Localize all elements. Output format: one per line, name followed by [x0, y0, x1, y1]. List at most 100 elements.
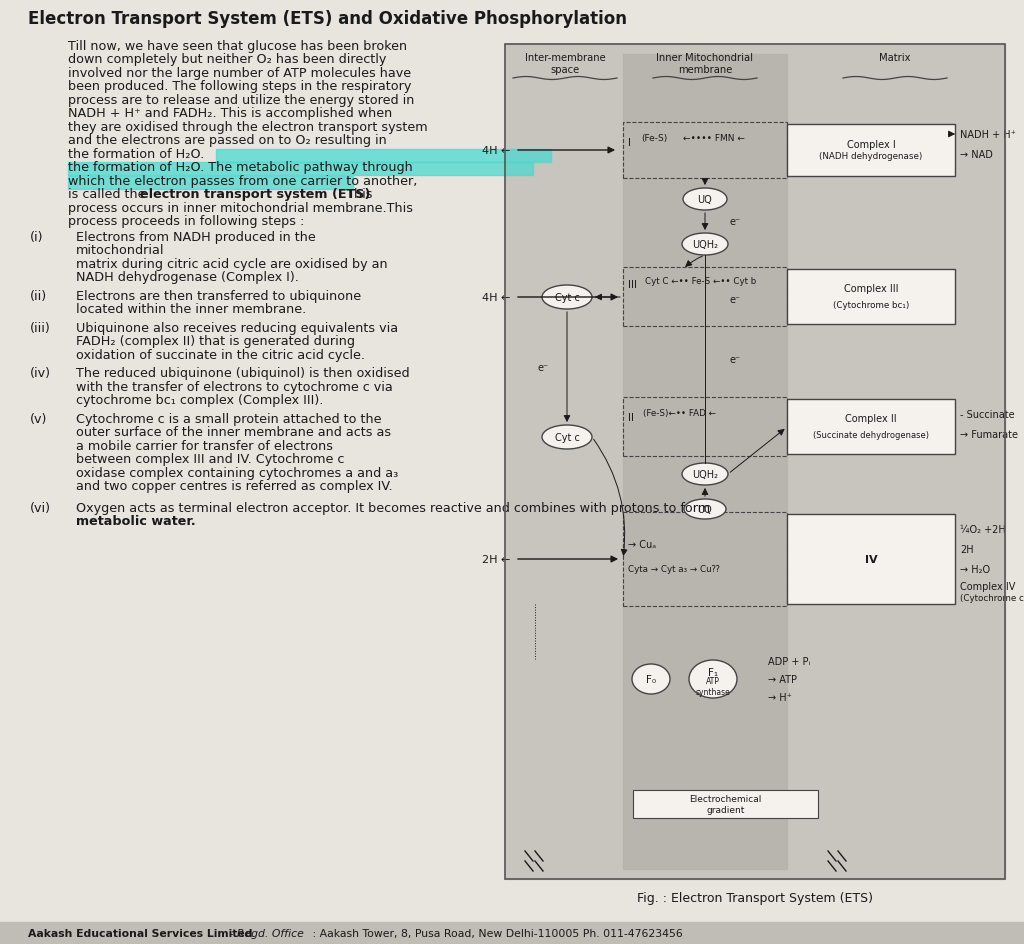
Text: → H⁺: → H⁺ — [768, 692, 792, 702]
Text: outer surface of the inner membrane and acts as: outer surface of the inner membrane and … — [76, 426, 391, 439]
Text: (Succinate dehydrogenase): (Succinate dehydrogenase) — [813, 430, 929, 440]
Text: Ubiquinone also receives reducing equivalents via: Ubiquinone also receives reducing equiva… — [76, 322, 398, 334]
Text: mitochondrial: mitochondrial — [76, 244, 165, 257]
Bar — [623, 268, 787, 327]
Text: (Fe-S): (Fe-S) — [641, 134, 668, 143]
Text: The reduced ubiquinone (ubiquinol) is then oxidised: The reduced ubiquinone (ubiquinol) is th… — [76, 367, 410, 380]
Text: Cyt C ←•• Fe-S ←•• Cyt b: Cyt C ←•• Fe-S ←•• Cyt b — [645, 278, 757, 286]
Text: (i): (i) — [30, 230, 43, 244]
Bar — [623, 55, 787, 869]
Bar — [216, 149, 551, 162]
Ellipse shape — [632, 665, 670, 694]
Ellipse shape — [682, 464, 728, 485]
Text: and the electrons are passed on to O₂ resulting in: and the electrons are passed on to O₂ re… — [68, 134, 387, 147]
Text: which the electron passes from one carrier to another,: which the electron passes from one carri… — [68, 175, 418, 188]
Text: electron transport system (ETS): electron transport system (ETS) — [140, 188, 371, 201]
Text: UQ: UQ — [697, 194, 713, 205]
Text: ←•••• FMN ←: ←•••• FMN ← — [683, 134, 744, 143]
Text: Complex III: Complex III — [844, 284, 898, 295]
Text: located within the inner membrane.: located within the inner membrane. — [76, 303, 306, 316]
Text: (NADH dehydrogenase): (NADH dehydrogenase) — [819, 152, 923, 161]
Text: I: I — [628, 138, 631, 148]
Text: oxidation of succinate in the citric acid cycle.: oxidation of succinate in the citric aci… — [76, 348, 365, 362]
Text: a mobile carrier for transfer of electrons: a mobile carrier for transfer of electro… — [76, 440, 333, 452]
Text: (v): (v) — [30, 413, 47, 426]
Text: process occurs in inner mitochondrial membrane.This: process occurs in inner mitochondrial me… — [68, 202, 413, 215]
Text: III: III — [628, 279, 637, 290]
Text: ¼O₂ +2H: ¼O₂ +2H — [961, 525, 1006, 534]
Text: . This: . This — [338, 188, 373, 201]
Text: process proceeds in following steps :: process proceeds in following steps : — [68, 215, 304, 228]
Text: II: II — [628, 413, 634, 423]
Text: F₁: F₁ — [708, 667, 718, 677]
Text: Inner Mitochondrial
membrane: Inner Mitochondrial membrane — [656, 53, 754, 75]
Text: Cytochrome c is a small protein attached to the: Cytochrome c is a small protein attached… — [76, 413, 382, 426]
Text: → H₂O: → H₂O — [961, 565, 990, 574]
Text: (vi): (vi) — [30, 501, 51, 514]
Text: e⁻: e⁻ — [538, 362, 549, 373]
Ellipse shape — [689, 660, 737, 699]
Bar — [787, 514, 955, 604]
Text: been produced. The following steps in the respiratory: been produced. The following steps in th… — [68, 80, 412, 93]
Text: FADH₂ (complex II) that is generated during: FADH₂ (complex II) that is generated dur… — [76, 335, 355, 348]
Bar — [787, 270, 955, 325]
Text: and two copper centres is referred as complex IV.: and two copper centres is referred as co… — [76, 480, 392, 493]
Text: matrix during citric acid cycle are oxidised by an: matrix during citric acid cycle are oxid… — [76, 258, 388, 271]
Text: → Cuₐ: → Cuₐ — [628, 539, 656, 549]
Text: the formation of H₂O.: the formation of H₂O. — [68, 148, 204, 160]
Text: ATP
synthase: ATP synthase — [695, 677, 730, 696]
Text: the formation of H₂O. The metabolic pathway through: the formation of H₂O. The metabolic path… — [68, 161, 413, 175]
Text: Electrons are then transferred to ubiquinone: Electrons are then transferred to ubiqui… — [76, 290, 361, 303]
Bar — [633, 790, 818, 818]
Bar — [0, 922, 1024, 944]
Text: involved nor the large number of ATP molecules have: involved nor the large number of ATP mol… — [68, 67, 411, 80]
Bar — [787, 125, 955, 177]
Text: IV: IV — [864, 554, 878, 565]
Text: Inter-membrane
space: Inter-membrane space — [524, 53, 605, 75]
Text: 2H ←: 2H ← — [481, 554, 510, 565]
Text: F₀: F₀ — [646, 674, 656, 684]
Text: NADH + H⁺ and FADH₂. This is accomplished when: NADH + H⁺ and FADH₂. This is accomplishe… — [68, 108, 392, 121]
Text: UQ: UQ — [697, 504, 713, 514]
Text: NADH + H⁺: NADH + H⁺ — [961, 130, 1016, 140]
Text: down completely but neither O₂ has been directly: down completely but neither O₂ has been … — [68, 54, 386, 66]
Ellipse shape — [683, 189, 727, 211]
Text: oxidase complex containing cytochromes a and a₃: oxidase complex containing cytochromes a… — [76, 466, 398, 480]
Text: e⁻: e⁻ — [730, 217, 741, 228]
Text: → ATP: → ATP — [768, 674, 797, 684]
Text: 2H: 2H — [961, 545, 974, 554]
Text: Electron Transport System (ETS) and Oxidative Phosphorylation: Electron Transport System (ETS) and Oxid… — [28, 10, 627, 28]
Text: : Aakash Tower, 8, Pusa Road, New Delhi-110005 Ph. 011-47623456: : Aakash Tower, 8, Pusa Road, New Delhi-… — [309, 928, 683, 938]
Text: NADH dehydrogenase (Complex I).: NADH dehydrogenase (Complex I). — [76, 271, 299, 284]
Bar — [505, 45, 1005, 879]
Text: e⁻: e⁻ — [730, 295, 741, 305]
Bar — [505, 45, 1005, 879]
Bar — [68, 162, 534, 176]
Text: UQH₂: UQH₂ — [692, 240, 718, 250]
Text: they are oxidised through the electron transport system: they are oxidised through the electron t… — [68, 121, 428, 134]
Text: (Cytochrome c oxidase): (Cytochrome c oxidase) — [961, 594, 1024, 603]
Ellipse shape — [542, 426, 592, 449]
Ellipse shape — [542, 286, 592, 310]
Bar — [787, 399, 955, 454]
Ellipse shape — [684, 499, 726, 519]
Text: (Cytochrome bc₁): (Cytochrome bc₁) — [833, 301, 909, 310]
Text: cytochrome bc₁ complex (Complex III).: cytochrome bc₁ complex (Complex III). — [76, 394, 324, 407]
Text: ADP + Pᵢ: ADP + Pᵢ — [768, 656, 810, 666]
Text: Cyt c: Cyt c — [555, 432, 580, 443]
Text: Complex II: Complex II — [845, 414, 897, 424]
Text: Fig. : Electron Transport System (ETS): Fig. : Electron Transport System (ETS) — [637, 891, 873, 904]
Text: UQH₂: UQH₂ — [692, 469, 718, 480]
Text: Complex IV: Complex IV — [961, 582, 1016, 591]
Text: → NAD: → NAD — [961, 150, 993, 160]
Text: - Succinate: - Succinate — [961, 410, 1015, 419]
Text: Complex I: Complex I — [847, 140, 895, 150]
Text: (iv): (iv) — [30, 367, 51, 380]
Text: is called the: is called the — [68, 188, 150, 201]
Text: Electrons from NADH produced in the: Electrons from NADH produced in the — [76, 230, 315, 244]
Text: Matrix: Matrix — [880, 53, 910, 63]
Text: process are to release and utilize the energy stored in: process are to release and utilize the e… — [68, 93, 415, 107]
Bar — [68, 177, 353, 190]
Text: Cyt c: Cyt c — [555, 293, 580, 303]
Text: with the transfer of electrons to cytochrome c via: with the transfer of electrons to cytoch… — [76, 380, 393, 394]
